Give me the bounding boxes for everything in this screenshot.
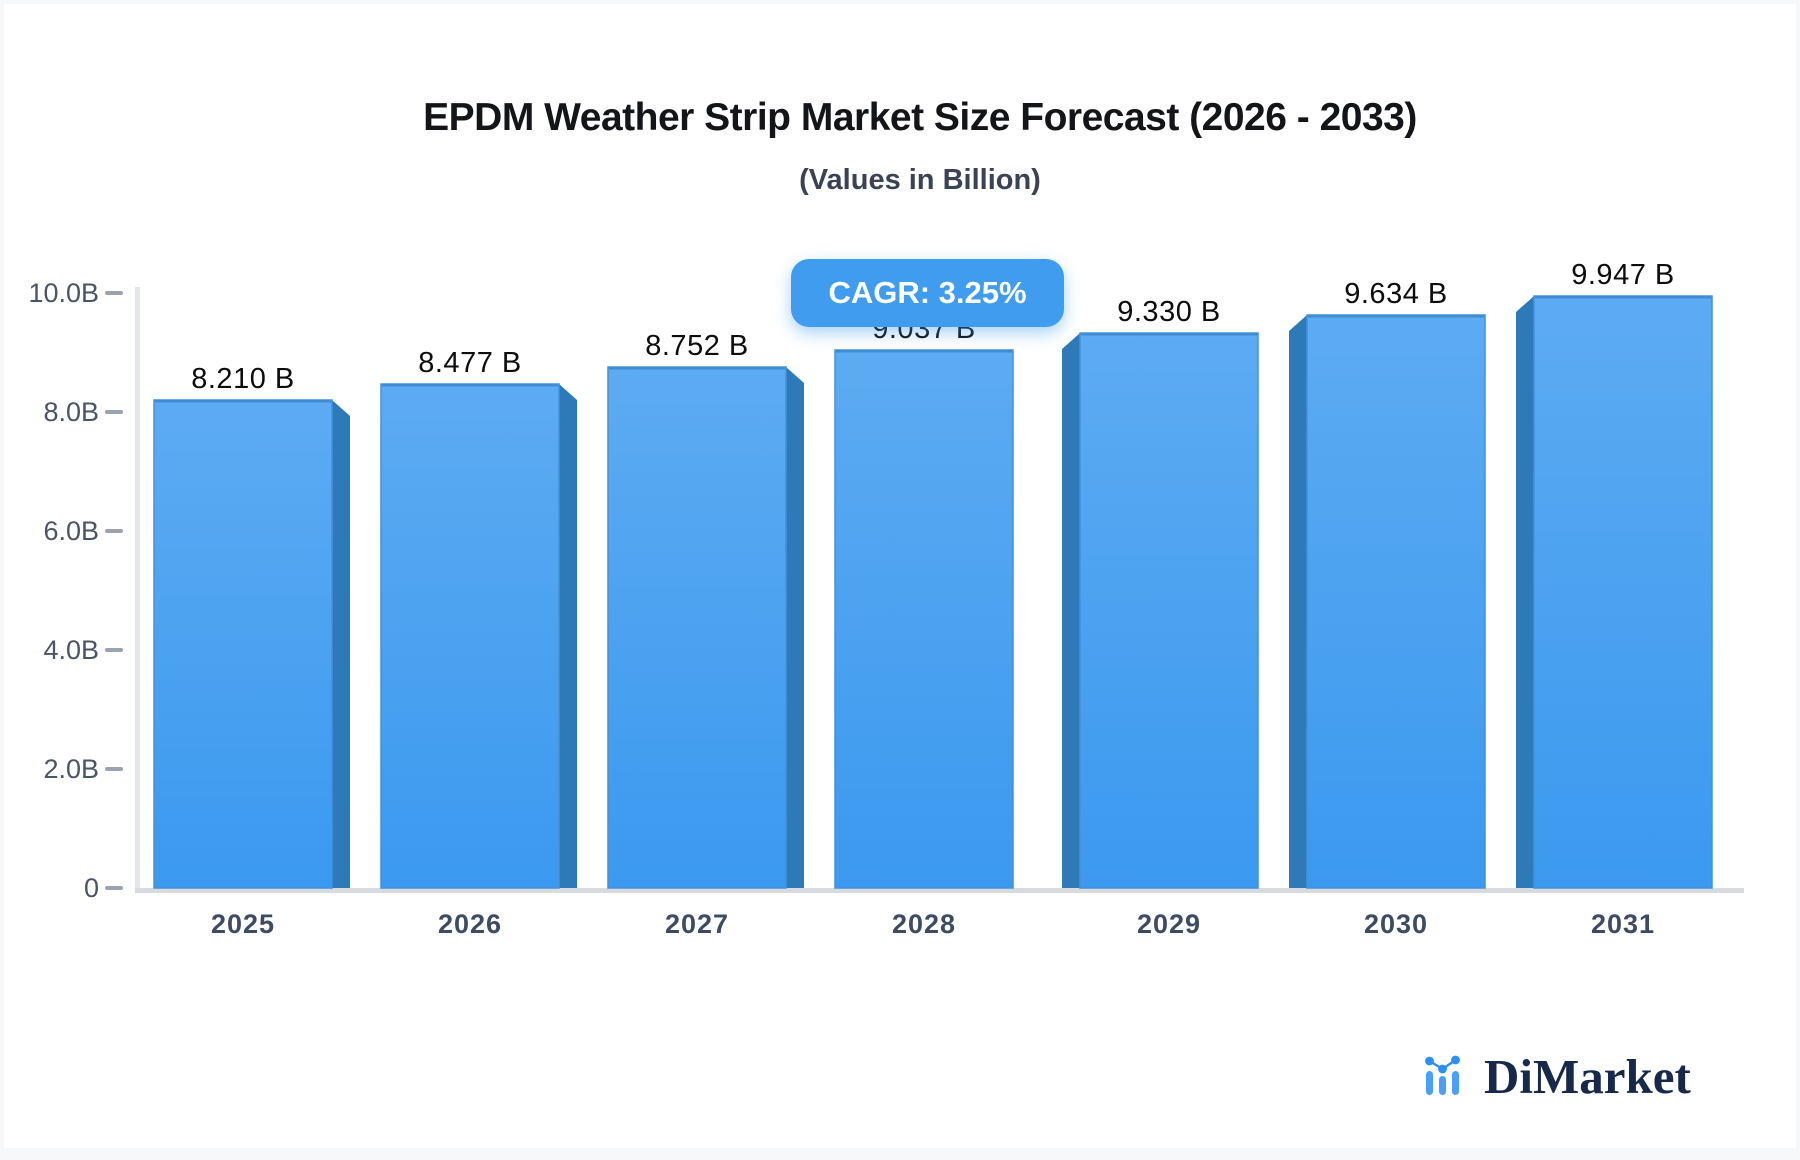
bar-value-label-2026: 8.477 B <box>418 347 521 379</box>
logo-text: DiMarket <box>1484 1048 1691 1104</box>
y-tick <box>105 767 123 771</box>
y-tick-label: 10.0B <box>28 278 99 308</box>
y-tick-label: 2.0B <box>43 754 99 784</box>
chart-subtitle: (Values in Billion) <box>799 164 1041 196</box>
bar-face-2025 <box>153 399 333 889</box>
bar-face-2026 <box>380 383 560 889</box>
cagr-badge: CAGR: 3.25% <box>791 259 1064 327</box>
bar-value-label-2027: 8.752 B <box>645 330 748 362</box>
bar-side-2027 <box>786 367 804 888</box>
bar-line-chart-icon <box>1425 1055 1460 1095</box>
x-axis-label-2028: 2028 <box>892 909 956 939</box>
x-axis-line <box>135 888 1744 893</box>
x-axis-label-2029: 2029 <box>1137 909 1201 939</box>
bar-value-label-2025: 8.210 B <box>191 363 294 395</box>
bar-chart: 0 2.0B 4.0B 6.0B 8.0B 10.0B 8.210 B 2025 8.477 B… <box>28 259 1744 939</box>
x-axis-label-2026: 2026 <box>438 909 502 939</box>
bar-face-2027 <box>607 366 787 889</box>
bar-side-2029 <box>1062 333 1080 888</box>
bar-value-label-2029: 9.330 B <box>1117 296 1220 328</box>
x-axis-label-2030: 2030 <box>1364 909 1428 939</box>
y-tick <box>105 648 123 652</box>
y-tick <box>105 886 123 890</box>
bar-side-2031 <box>1516 296 1534 888</box>
bar-side-2026 <box>559 384 577 888</box>
y-tick-label: 4.0B <box>43 635 99 665</box>
y-tick-label: 6.0B <box>43 516 99 546</box>
bar-face-2031 <box>1533 295 1713 889</box>
y-tick <box>105 529 123 533</box>
bar-side-2025 <box>332 400 350 888</box>
bar-value-label-2030: 9.634 B <box>1344 278 1447 310</box>
dimarket-logo: DiMarket <box>1424 1046 1691 1104</box>
x-axis-label-2027: 2027 <box>665 909 729 939</box>
bar-face-2028 <box>834 349 1014 889</box>
bar-side-2030 <box>1289 315 1307 888</box>
chart-card: EPDM Weather Strip Market Size Forecast … <box>4 4 1796 1148</box>
y-tick <box>105 291 123 295</box>
y-axis-line <box>135 287 140 893</box>
bar-value-label-2031: 9.947 B <box>1571 259 1674 291</box>
chart-title: EPDM Weather Strip Market Size Forecast … <box>423 96 1417 139</box>
x-axis-label-2025: 2025 <box>211 909 275 939</box>
x-axis-label-2031: 2031 <box>1591 909 1655 939</box>
bar-face-2029 <box>1079 332 1259 889</box>
y-tick <box>105 410 123 414</box>
bar-face-2030 <box>1306 314 1486 889</box>
y-tick-label: 0 <box>84 873 99 903</box>
y-tick-label: 8.0B <box>43 397 99 427</box>
